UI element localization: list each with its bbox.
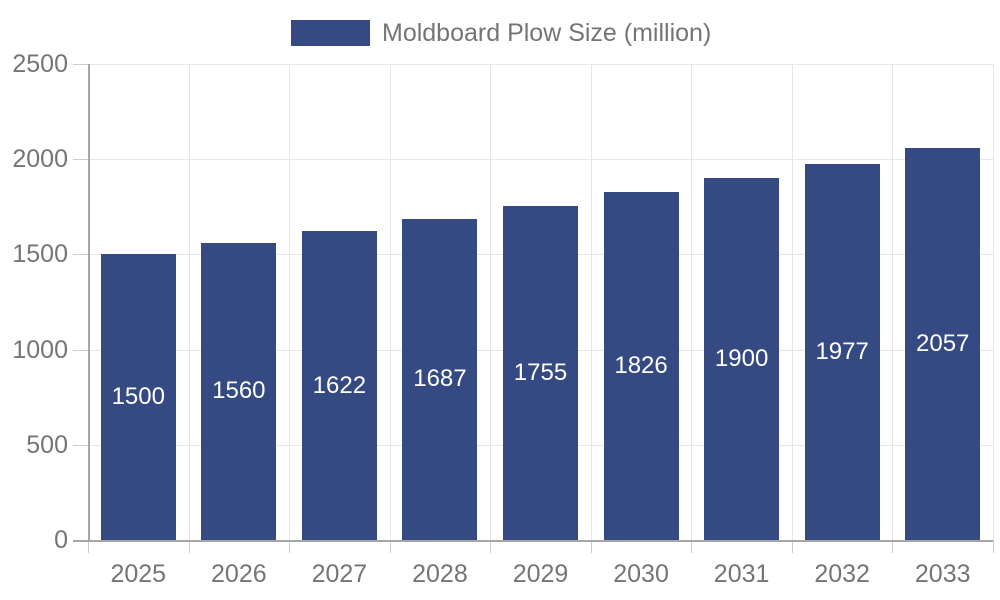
- x-gridline: [189, 64, 190, 540]
- bar-value-label: 1622: [312, 371, 367, 399]
- y-axis-tick: [73, 445, 88, 446]
- y-tick-label: 1000: [12, 336, 68, 364]
- bar-2028[interactable]: [402, 218, 478, 540]
- x-gridline: [993, 64, 994, 540]
- bar-2026[interactable]: [201, 242, 277, 540]
- y-tick-label: 500: [26, 431, 68, 459]
- x-gridline: [892, 64, 893, 540]
- bar-2029[interactable]: [503, 205, 578, 540]
- legend-label: Moldboard Plow Size (million): [382, 19, 712, 47]
- y-gridline: [88, 159, 993, 160]
- x-gridline: [289, 64, 290, 540]
- x-tick-label: 2025: [110, 560, 167, 588]
- x-axis-tick: [792, 540, 793, 553]
- bar-value-label: 1500: [111, 383, 165, 411]
- x-axis-tick: [591, 540, 592, 553]
- y-tick-label: 2500: [12, 50, 68, 78]
- x-tick-label: 2032: [814, 560, 870, 588]
- x-tick-label: 2030: [613, 560, 669, 588]
- x-tick-label: 2029: [512, 560, 569, 588]
- y-tick-label: 0: [54, 526, 68, 554]
- bar-2030[interactable]: [603, 192, 679, 540]
- bar-value-label: 1826: [614, 352, 668, 380]
- bar-2027[interactable]: [301, 231, 377, 540]
- x-tick-label: 2033: [914, 560, 971, 588]
- bar-value-label: 1977: [815, 337, 869, 365]
- bar-value-label: 1900: [714, 345, 769, 373]
- bar-2032[interactable]: [804, 163, 880, 540]
- bar-2025[interactable]: [100, 254, 176, 540]
- bar-value-label: 1755: [513, 358, 568, 386]
- x-axis-tick: [88, 540, 89, 553]
- x-gridline: [390, 64, 391, 540]
- y-axis-tick: [73, 254, 88, 255]
- bar-value-label: 2057: [916, 330, 970, 358]
- x-axis-tick: [390, 540, 391, 553]
- bar-value-label: 1687: [413, 365, 467, 393]
- legend-swatch: [291, 20, 370, 46]
- x-axis-tick: [993, 540, 994, 553]
- x-axis-tick: [691, 540, 692, 553]
- x-axis-tick: [289, 540, 290, 553]
- bar-value-label: 1560: [212, 377, 266, 405]
- y-gridline: [88, 64, 993, 65]
- x-axis-line: [73, 540, 993, 542]
- bar-2033[interactable]: [905, 148, 981, 540]
- y-tick-label: 2000: [12, 145, 68, 173]
- x-axis-tick: [189, 540, 190, 553]
- bar-2031[interactable]: [704, 178, 780, 540]
- y-axis-tick: [73, 64, 88, 65]
- x-tick-label: 2028: [412, 560, 468, 588]
- y-axis-line: [88, 64, 90, 540]
- x-gridline: [490, 64, 491, 540]
- x-tick-label: 2026: [211, 560, 267, 588]
- legend-item[interactable]: Moldboard Plow Size (million): [291, 20, 711, 46]
- x-tick-label: 2031: [713, 560, 770, 588]
- y-axis-tick: [73, 350, 88, 351]
- x-gridline: [591, 64, 592, 540]
- y-axis-tick: [73, 159, 88, 160]
- x-tick-label: 2027: [311, 560, 368, 588]
- x-gridline: [691, 64, 692, 540]
- x-gridline: [792, 64, 793, 540]
- y-tick-label: 1500: [12, 240, 68, 268]
- x-axis-tick: [490, 540, 491, 553]
- x-axis-tick: [892, 540, 893, 553]
